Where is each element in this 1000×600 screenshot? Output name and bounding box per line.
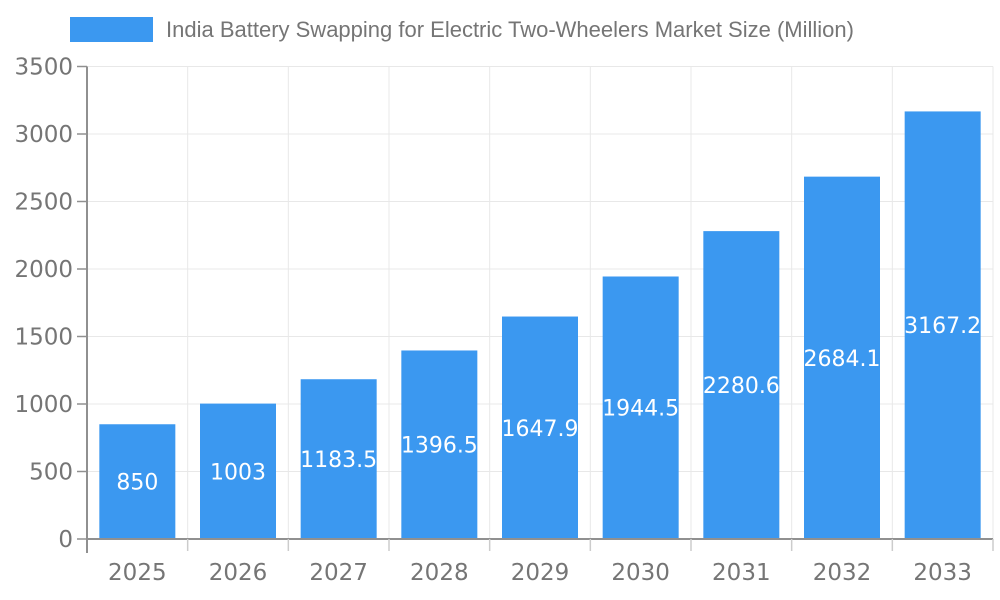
bar-2030[interactable] [602,276,679,539]
x-axis-label: 2033 [913,560,972,586]
bar-value-label: 1003 [210,460,266,485]
legend-swatch [70,17,153,42]
bar-2029[interactable] [502,316,578,539]
bar-2026[interactable] [200,403,276,539]
bar-2031[interactable] [703,231,780,539]
bar-value-label: 850 [116,471,158,496]
y-axis-label: 1500 [14,325,73,351]
legend-label: India Battery Swapping for Electric Two-… [166,17,854,42]
y-axis-label: 500 [29,460,73,486]
bar-2027[interactable] [300,379,377,539]
y-axis-label: 2500 [14,190,73,216]
bar-value-label: 2684.1 [804,347,881,372]
bar-value-label: 1647.9 [502,417,579,442]
x-axis-label: 2031 [712,560,771,586]
x-axis-label: 2025 [108,560,167,586]
x-axis-label: 2026 [209,560,268,586]
y-axis-label: 0 [58,527,73,553]
x-axis-label: 2032 [813,560,872,586]
legend-item[interactable]: India Battery Swapping for Electric Two-… [70,17,854,42]
bar-value-label: 1183.5 [300,448,377,473]
bar-2028[interactable] [401,350,478,539]
x-axis-label: 2030 [611,560,670,586]
bar-2033[interactable] [904,111,981,539]
bar-value-label: 1396.5 [401,434,478,459]
y-axis-label: 3000 [14,122,73,148]
y-axis-label: 3500 [14,55,73,81]
bar-value-label: 3167.2 [904,314,981,339]
x-axis-label: 2029 [511,560,570,586]
bar-2025[interactable] [99,424,176,539]
bar-value-label: 2280.6 [703,374,780,399]
x-axis-label: 2028 [410,560,469,586]
bar-2032[interactable] [804,176,880,540]
y-axis-label: 1000 [14,392,73,418]
y-axis-label: 2000 [14,257,73,283]
bar-value-label: 1944.5 [602,397,679,422]
x-axis-label: 2027 [309,560,368,586]
